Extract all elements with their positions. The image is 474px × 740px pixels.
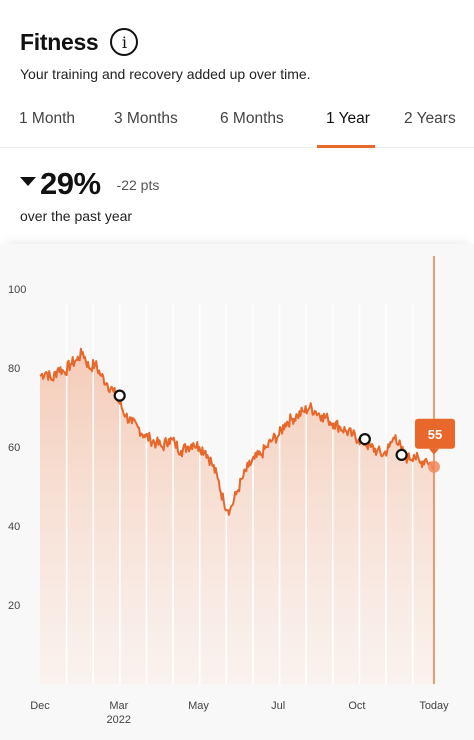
x-tick-label: May <box>188 700 209 712</box>
time-range-tabs: 1 Month 3 Months 6 Months 1 Year 2 Years <box>0 104 474 148</box>
fitness-line <box>39 347 435 516</box>
y-tick-label: 20 <box>8 600 20 612</box>
page-title: Fitness <box>20 28 99 55</box>
tab-6-months[interactable]: 6 Months <box>220 110 284 127</box>
fitness-chart[interactable]: 20 40 60 80 100 55 Dec Mar 2022 May Jul Oct Today <box>0 244 474 740</box>
page-subtitle: Your training and recovery added up over… <box>20 66 311 82</box>
chart-area-fill <box>40 348 434 684</box>
event-marker[interactable] <box>113 389 126 402</box>
x-tick-label: Dec <box>30 700 50 712</box>
event-marker[interactable] <box>358 433 371 446</box>
tab-1-month[interactable]: 1 Month <box>19 110 76 127</box>
title-row: Fitness i <box>20 28 454 56</box>
x-tick-label: Oct <box>348 700 365 712</box>
tab-2-years[interactable]: 2 Years <box>404 110 456 127</box>
y-tick-label: 60 <box>8 442 20 454</box>
info-icon[interactable]: i <box>110 28 139 56</box>
y-tick-label: 80 <box>8 363 20 375</box>
header: Fitness i Your training and recovery add… <box>20 28 454 82</box>
x-tick-sublabel: 2022 <box>107 714 131 726</box>
y-tick-label: 100 <box>8 284 26 296</box>
current-point <box>428 460 440 473</box>
chart-canvas[interactable]: 20 40 60 80 100 55 Dec Mar 2022 May Jul Oct Today <box>0 244 474 740</box>
badge-pointer <box>429 448 439 455</box>
x-tick-label: Mar <box>109 700 128 712</box>
change-points: -22 pts <box>116 177 160 193</box>
tab-1-year[interactable]: 1 Year <box>326 110 370 127</box>
current-value-badge <box>415 418 455 449</box>
x-tick-label: Today <box>419 700 449 712</box>
active-tab-indicator <box>317 145 375 148</box>
change-row: 29% -22 pts <box>20 166 159 202</box>
event-marker[interactable] <box>395 448 408 461</box>
down-triangle-icon <box>20 177 36 186</box>
change-caption: over the past year <box>20 208 133 224</box>
tab-3-months[interactable]: 3 Months <box>114 110 178 127</box>
x-tick-label: Jul <box>271 700 285 712</box>
change-summary: 29% -22 pts over the past year <box>20 166 159 224</box>
current-value-label: 55 <box>428 427 442 442</box>
change-percent: 29% <box>40 166 101 201</box>
y-tick-label: 40 <box>8 521 20 533</box>
